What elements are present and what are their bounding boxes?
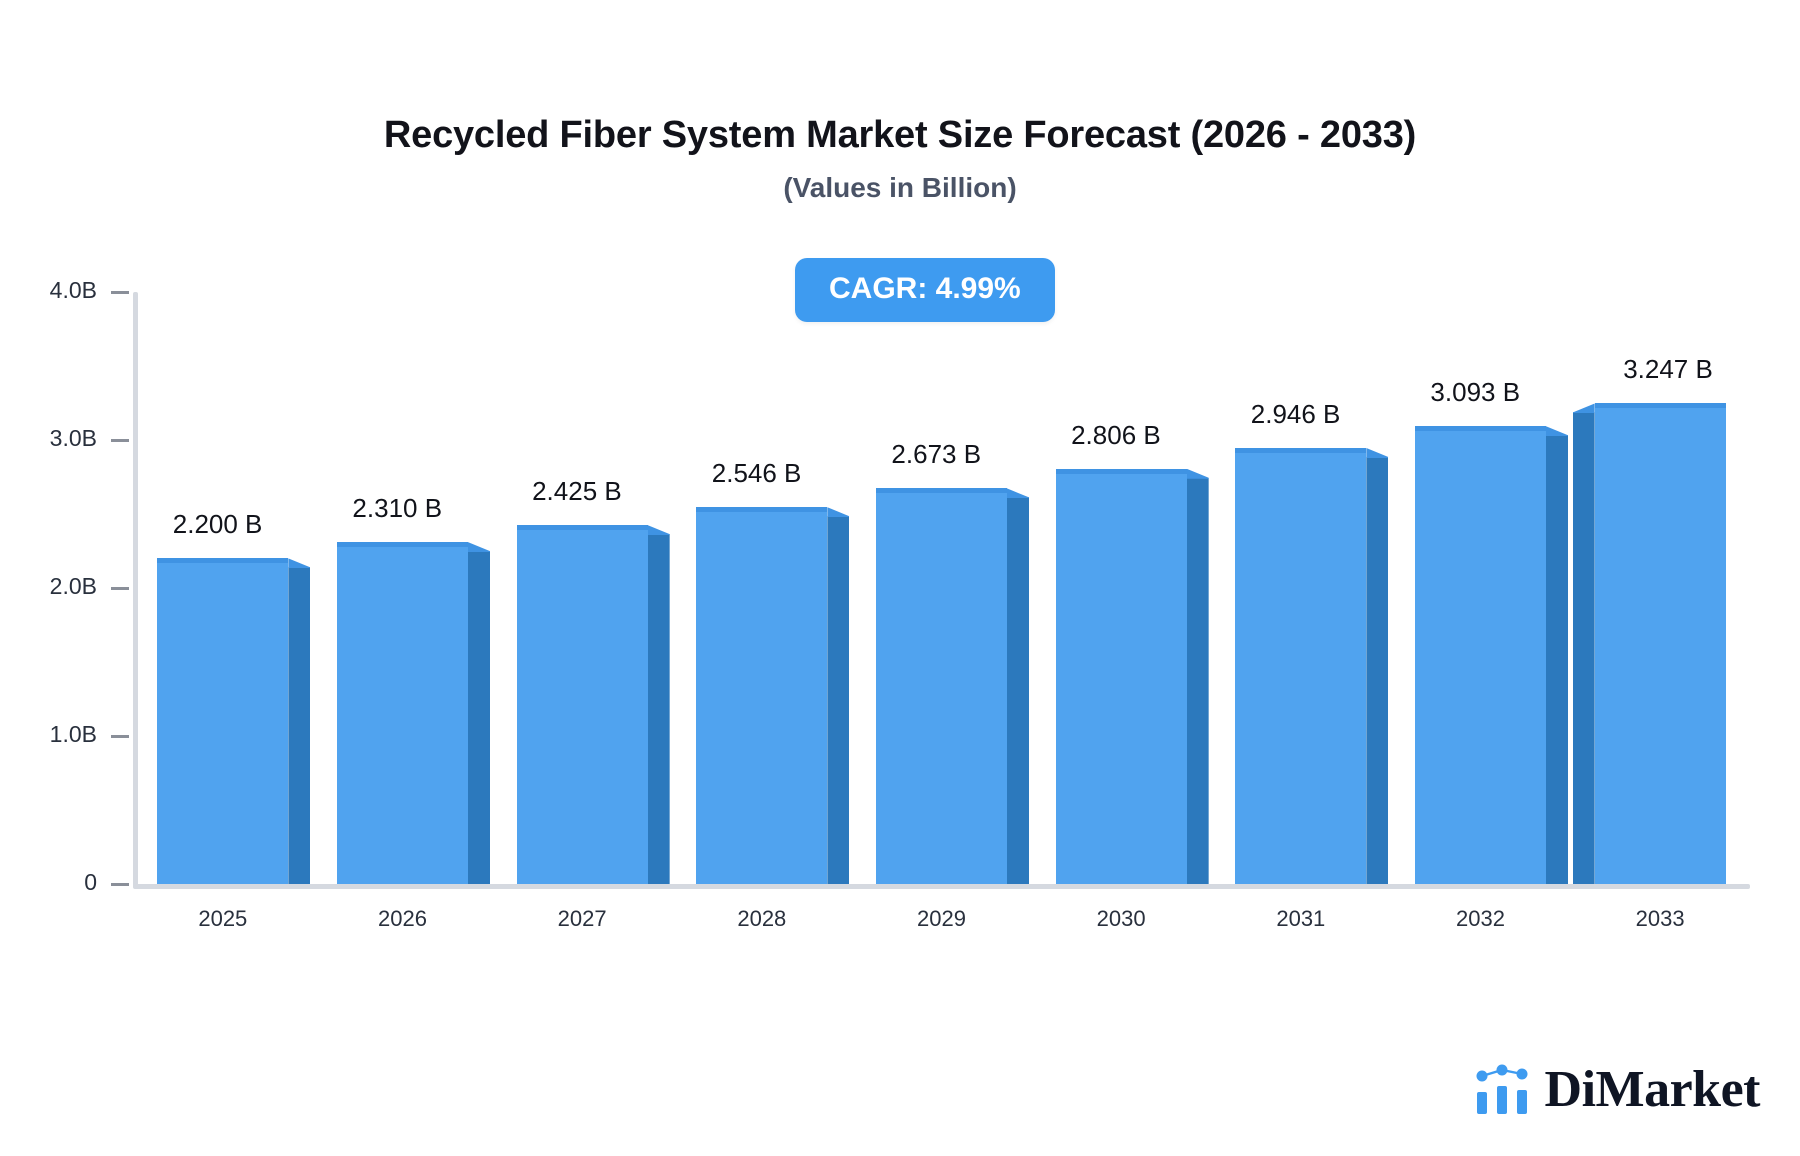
bar-side-face [827, 516, 850, 884]
bar-column[interactable]: 3.093 B [1415, 292, 1568, 884]
bar-top-bevel [647, 525, 670, 536]
bar-value-label: 2.425 B [532, 476, 622, 507]
bar-2031[interactable] [1235, 448, 1389, 884]
bar-column[interactable]: 2.425 B [516, 292, 670, 884]
bar-top-face [1055, 468, 1187, 474]
y-tick-mark [111, 291, 129, 294]
y-tick-label: 4.0B [49, 277, 97, 303]
bar-side-face [647, 534, 670, 884]
bar-top-face [1415, 426, 1546, 432]
bar-value-label: 2.310 B [352, 493, 443, 524]
page-subtitle: (Values in Billion) [783, 172, 1017, 203]
bar-column[interactable]: 3.247 B [1572, 292, 1726, 884]
y-tick-label: 0 [84, 869, 97, 895]
x-tick-label-2027: 2027 [557, 906, 607, 931]
bar-front-face [696, 507, 828, 884]
bar-value-label: 2.673 B [891, 439, 982, 470]
bar-column[interactable]: 2.310 B [337, 292, 490, 884]
brand-logo: DiMarket [1475, 1061, 1761, 1118]
bar-top-face [157, 558, 289, 564]
bar-top-face [1235, 448, 1367, 453]
bar-value-label: 2.546 B [711, 458, 802, 489]
bar-front-face [876, 488, 1007, 884]
bar-side-face [1546, 435, 1568, 884]
bar-column[interactable]: 2.673 B [876, 292, 1029, 884]
bar-top-face [516, 525, 648, 531]
bar-2030[interactable] [1055, 468, 1209, 884]
bar-chart-icon [1476, 1064, 1528, 1114]
y-tick-mark [111, 883, 129, 886]
x-axis-line [133, 884, 1750, 889]
bar-value-label: 2.806 B [1071, 419, 1161, 450]
bar-top-bevel [288, 558, 311, 569]
bar-top-face [337, 542, 468, 548]
x-tick-label-2031: 2031 [1276, 906, 1326, 931]
bar-2025[interactable] [157, 558, 311, 884]
bar-top-bevel [1186, 468, 1209, 479]
bar-2028[interactable] [696, 507, 850, 884]
bar-front-face [337, 542, 468, 884]
x-tick-label-2032: 2032 [1456, 906, 1505, 931]
bar-top-bevel [1572, 403, 1595, 414]
y-tick-mark [111, 735, 129, 738]
x-tick-label-2025: 2025 [198, 906, 248, 931]
bar-top-bevel [1007, 488, 1029, 499]
bar-2029[interactable] [876, 488, 1029, 884]
bar-series: 2.200 B 2.310 B 2.425 B 2.546 B 2.673 B 2.806… [133, 292, 1750, 884]
bar-front-face [516, 525, 648, 884]
x-tick-label-2033: 2033 [1635, 906, 1685, 931]
bar-front-face [1235, 448, 1367, 884]
x-tick-label-2026: 2026 [378, 906, 427, 931]
bar-front-face [1055, 468, 1187, 884]
bar-side-face [1366, 457, 1389, 884]
x-tick-label-2030: 2030 [1096, 906, 1146, 931]
bar-top-bevel [1546, 426, 1568, 437]
bar-column[interactable]: 2.200 B [157, 292, 311, 884]
bar-2033[interactable] [1572, 403, 1726, 884]
bar-top-face [696, 507, 828, 513]
x-tick-label-2028: 2028 [737, 906, 787, 931]
bar-column[interactable]: 2.946 B [1235, 292, 1389, 884]
bar-side-face [1186, 477, 1209, 884]
bar-2027[interactable] [516, 525, 670, 884]
y-tick-mark [111, 439, 129, 442]
page-title: Recycled Fiber System Market Size Foreca… [383, 114, 1417, 156]
bar-value-label: 2.946 B [1250, 399, 1341, 429]
x-tick-label-2029: 2029 [917, 906, 966, 931]
bar-value-label: 3.247 B [1623, 354, 1713, 385]
bar-front-face [1415, 426, 1546, 884]
bar-column[interactable]: 2.806 B [1055, 292, 1209, 884]
y-tick-label: 2.0B [49, 573, 97, 599]
bar-2026[interactable] [337, 542, 490, 884]
bar-front-face [1594, 403, 1726, 884]
bar-value-label: 3.093 B [1430, 377, 1521, 408]
bar-top-face [876, 488, 1007, 494]
bar-side-face [288, 567, 311, 884]
bar-top-bevel [468, 542, 490, 553]
bar-front-face [157, 558, 289, 884]
y-axis-line [133, 292, 138, 888]
y-tick-label: 3.0B [49, 425, 97, 451]
bar-side-face [1572, 412, 1595, 884]
bar-side-face [468, 551, 490, 884]
bar-value-label: 2.200 B [172, 509, 263, 540]
bar-side-face [1007, 497, 1029, 884]
bar-top-bevel [827, 507, 850, 518]
bar-column[interactable]: 2.546 B [696, 292, 850, 884]
bar-top-bevel [1366, 448, 1389, 458]
logo-text: DiMarket [1544, 1061, 1761, 1118]
y-tick-label: 1.0B [49, 721, 97, 747]
cagr-badge: CAGR: 4.99% [795, 258, 1055, 322]
bar-top-face [1594, 403, 1726, 409]
y-tick-mark [111, 587, 129, 590]
bar-2032[interactable] [1415, 426, 1568, 884]
